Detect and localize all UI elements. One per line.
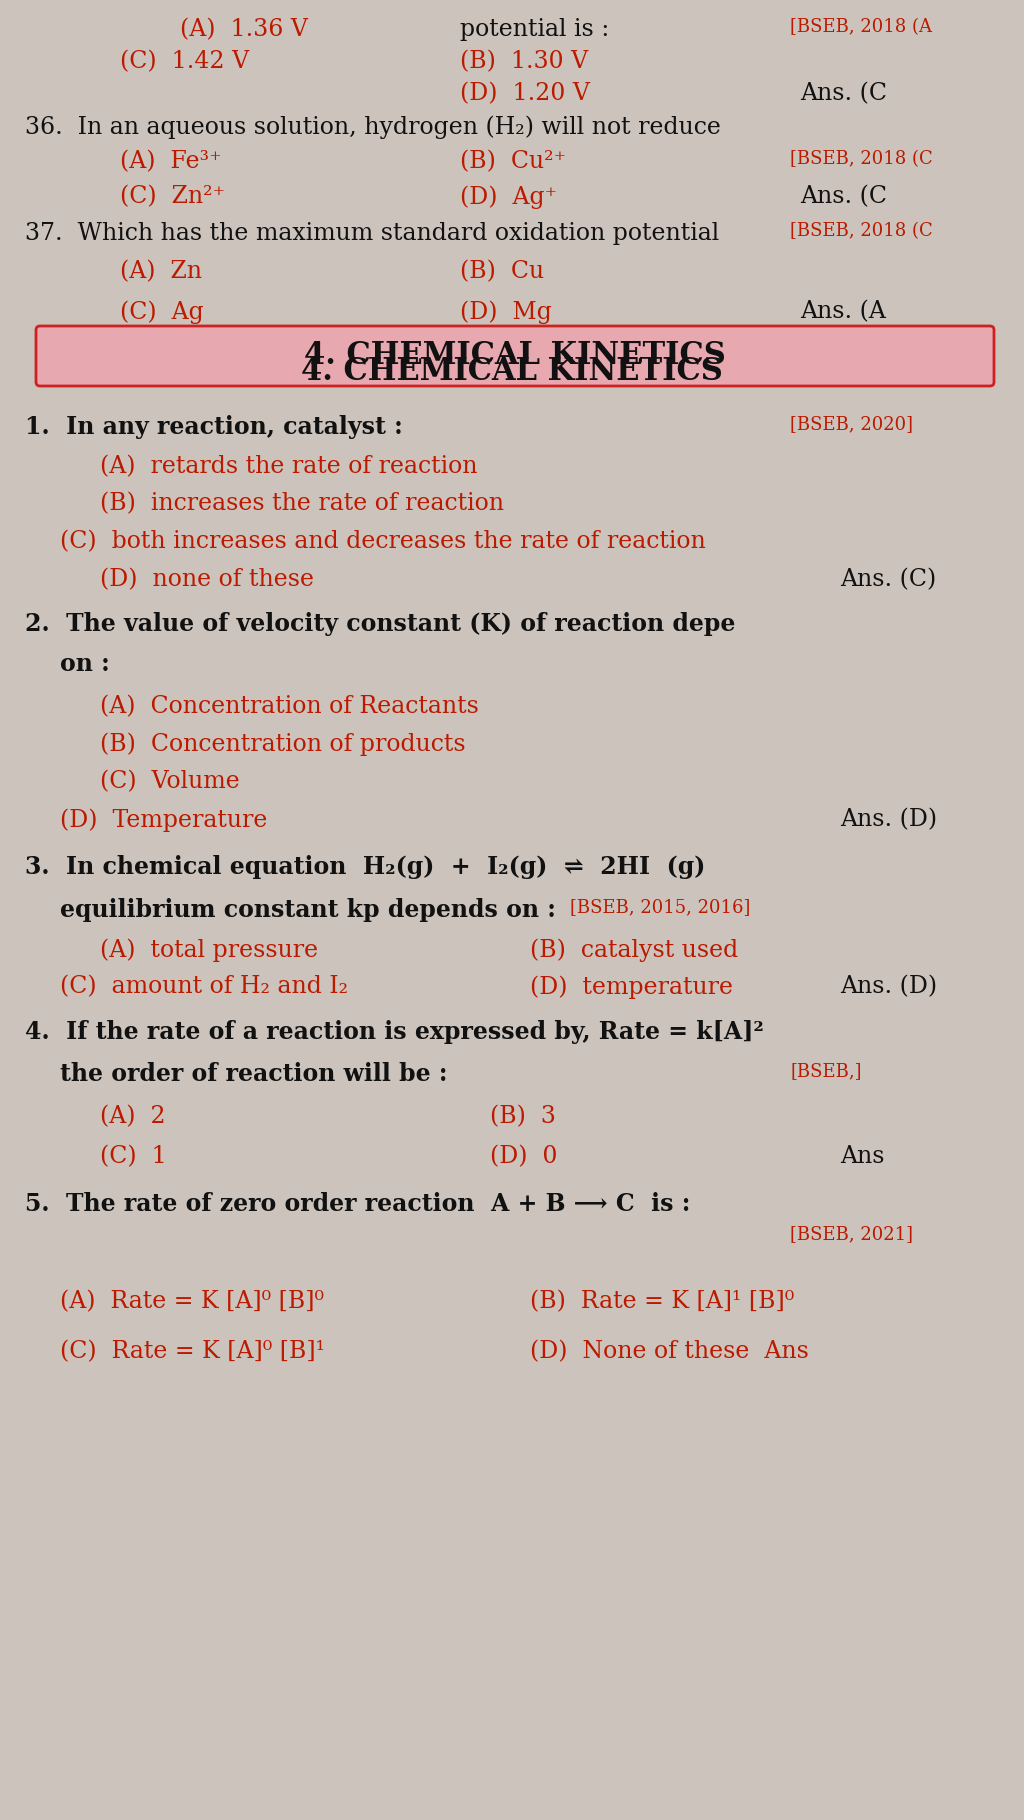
Text: (C)  1.42 V: (C) 1.42 V [120,49,249,73]
Text: [BSEB, 2018 (C: [BSEB, 2018 (C [790,149,933,167]
Text: 37.  Which has the maximum standard oxidation potential: 37. Which has the maximum standard oxida… [25,222,719,246]
Text: [BSEB, 2020]: [BSEB, 2020] [790,415,913,433]
Text: (B)  Cu: (B) Cu [460,260,544,282]
Text: Ans. (D): Ans. (D) [840,976,937,997]
Text: (A)  2: (A) 2 [100,1105,166,1128]
Text: the order of reaction will be :: the order of reaction will be : [60,1063,447,1087]
Text: [BSEB, 2021]: [BSEB, 2021] [790,1225,913,1243]
Text: potential is :: potential is : [460,18,609,42]
Text: Ans. (C): Ans. (C) [840,568,936,592]
Text: 4. CHEMICAL KINETICS: 4. CHEMICAL KINETICS [304,340,726,371]
Text: (A)  total pressure: (A) total pressure [100,937,318,961]
Text: (A)  Zn: (A) Zn [120,260,202,282]
Text: 4.  If the rate of a reaction is expressed by, Rate = k[A]²: 4. If the rate of a reaction is expresse… [25,1019,764,1045]
Text: (A)  Rate = K [A]⁰ [B]⁰: (A) Rate = K [A]⁰ [B]⁰ [60,1290,324,1312]
Text: (C)  Rate = K [A]⁰ [B]¹: (C) Rate = K [A]⁰ [B]¹ [60,1340,325,1363]
Text: (A)  Concentration of Reactants: (A) Concentration of Reactants [100,695,479,719]
Text: (C)  Volume: (C) Volume [100,770,240,794]
Text: 4. CHEMICAL KINETICS: 4. CHEMICAL KINETICS [301,357,723,388]
Text: Ans. (A: Ans. (A [800,300,886,322]
Text: (D)  temperature: (D) temperature [530,976,733,999]
Text: equilibrium constant kp depends on :: equilibrium constant kp depends on : [60,897,556,923]
Text: 3.  In chemical equation  H₂(g)  +  I₂(g)  ⇌  2HI  (g): 3. In chemical equation H₂(g) + I₂(g) ⇌ … [25,855,706,879]
Text: 36.  In an aqueous solution, hydrogen (H₂) will not reduce: 36. In an aqueous solution, hydrogen (H₂… [25,115,721,138]
Text: (A)  retards the rate of reaction: (A) retards the rate of reaction [100,455,477,479]
Text: 5.  The rate of zero order reaction  A + B ⟶ C  is :: 5. The rate of zero order reaction A + B… [25,1192,690,1216]
Text: (D)  Temperature: (D) Temperature [60,808,267,832]
Text: 2.  The value of velocity constant (K) of reaction depe: 2. The value of velocity constant (K) of… [25,612,735,635]
Text: [BSEB, 2018 (C: [BSEB, 2018 (C [790,222,933,240]
Text: (B)  Concentration of products: (B) Concentration of products [100,732,466,755]
Text: (D)  0: (D) 0 [490,1145,557,1168]
Text: (D)  Mg: (D) Mg [460,300,552,324]
Text: (B)  increases the rate of reaction: (B) increases the rate of reaction [100,491,504,515]
Text: (B)  3: (B) 3 [490,1105,556,1128]
Text: (D)  none of these: (D) none of these [100,568,314,592]
Text: [BSEB, 2015, 2016]: [BSEB, 2015, 2016] [570,897,751,915]
Text: Ans. (C: Ans. (C [800,186,887,207]
Text: Ans. (D): Ans. (D) [840,808,937,832]
Text: (B)  Rate = K [A]¹ [B]⁰: (B) Rate = K [A]¹ [B]⁰ [530,1290,795,1312]
Text: (D)  None of these  Ans: (D) None of these Ans [530,1340,809,1363]
Text: (B)  catalyst used: (B) catalyst used [530,937,738,961]
Text: [BSEB,]: [BSEB,] [790,1063,861,1079]
Text: (C)  1: (C) 1 [100,1145,167,1168]
Text: (C)  both increases and decreases the rate of reaction: (C) both increases and decreases the rat… [60,530,706,553]
Text: (B)  1.30 V: (B) 1.30 V [460,49,588,73]
FancyBboxPatch shape [36,326,994,386]
Text: (C)  amount of H₂ and I₂: (C) amount of H₂ and I₂ [60,976,348,997]
Text: (D)  Ag⁺: (D) Ag⁺ [460,186,557,209]
Text: on :: on : [60,652,110,675]
Text: 1.  In any reaction, catalyst :: 1. In any reaction, catalyst : [25,415,402,439]
Text: (C)  Zn²⁺: (C) Zn²⁺ [120,186,225,207]
Text: (C)  Ag: (C) Ag [120,300,204,324]
Text: [BSEB, 2018 (A: [BSEB, 2018 (A [790,18,932,36]
Text: (A)  1.36 V: (A) 1.36 V [180,18,308,42]
Text: Ans. (C: Ans. (C [800,82,887,106]
Text: (D)  1.20 V: (D) 1.20 V [460,82,590,106]
Text: Ans: Ans [840,1145,885,1168]
Text: (A)  Fe³⁺: (A) Fe³⁺ [120,149,221,173]
Text: (B)  Cu²⁺: (B) Cu²⁺ [460,149,566,173]
